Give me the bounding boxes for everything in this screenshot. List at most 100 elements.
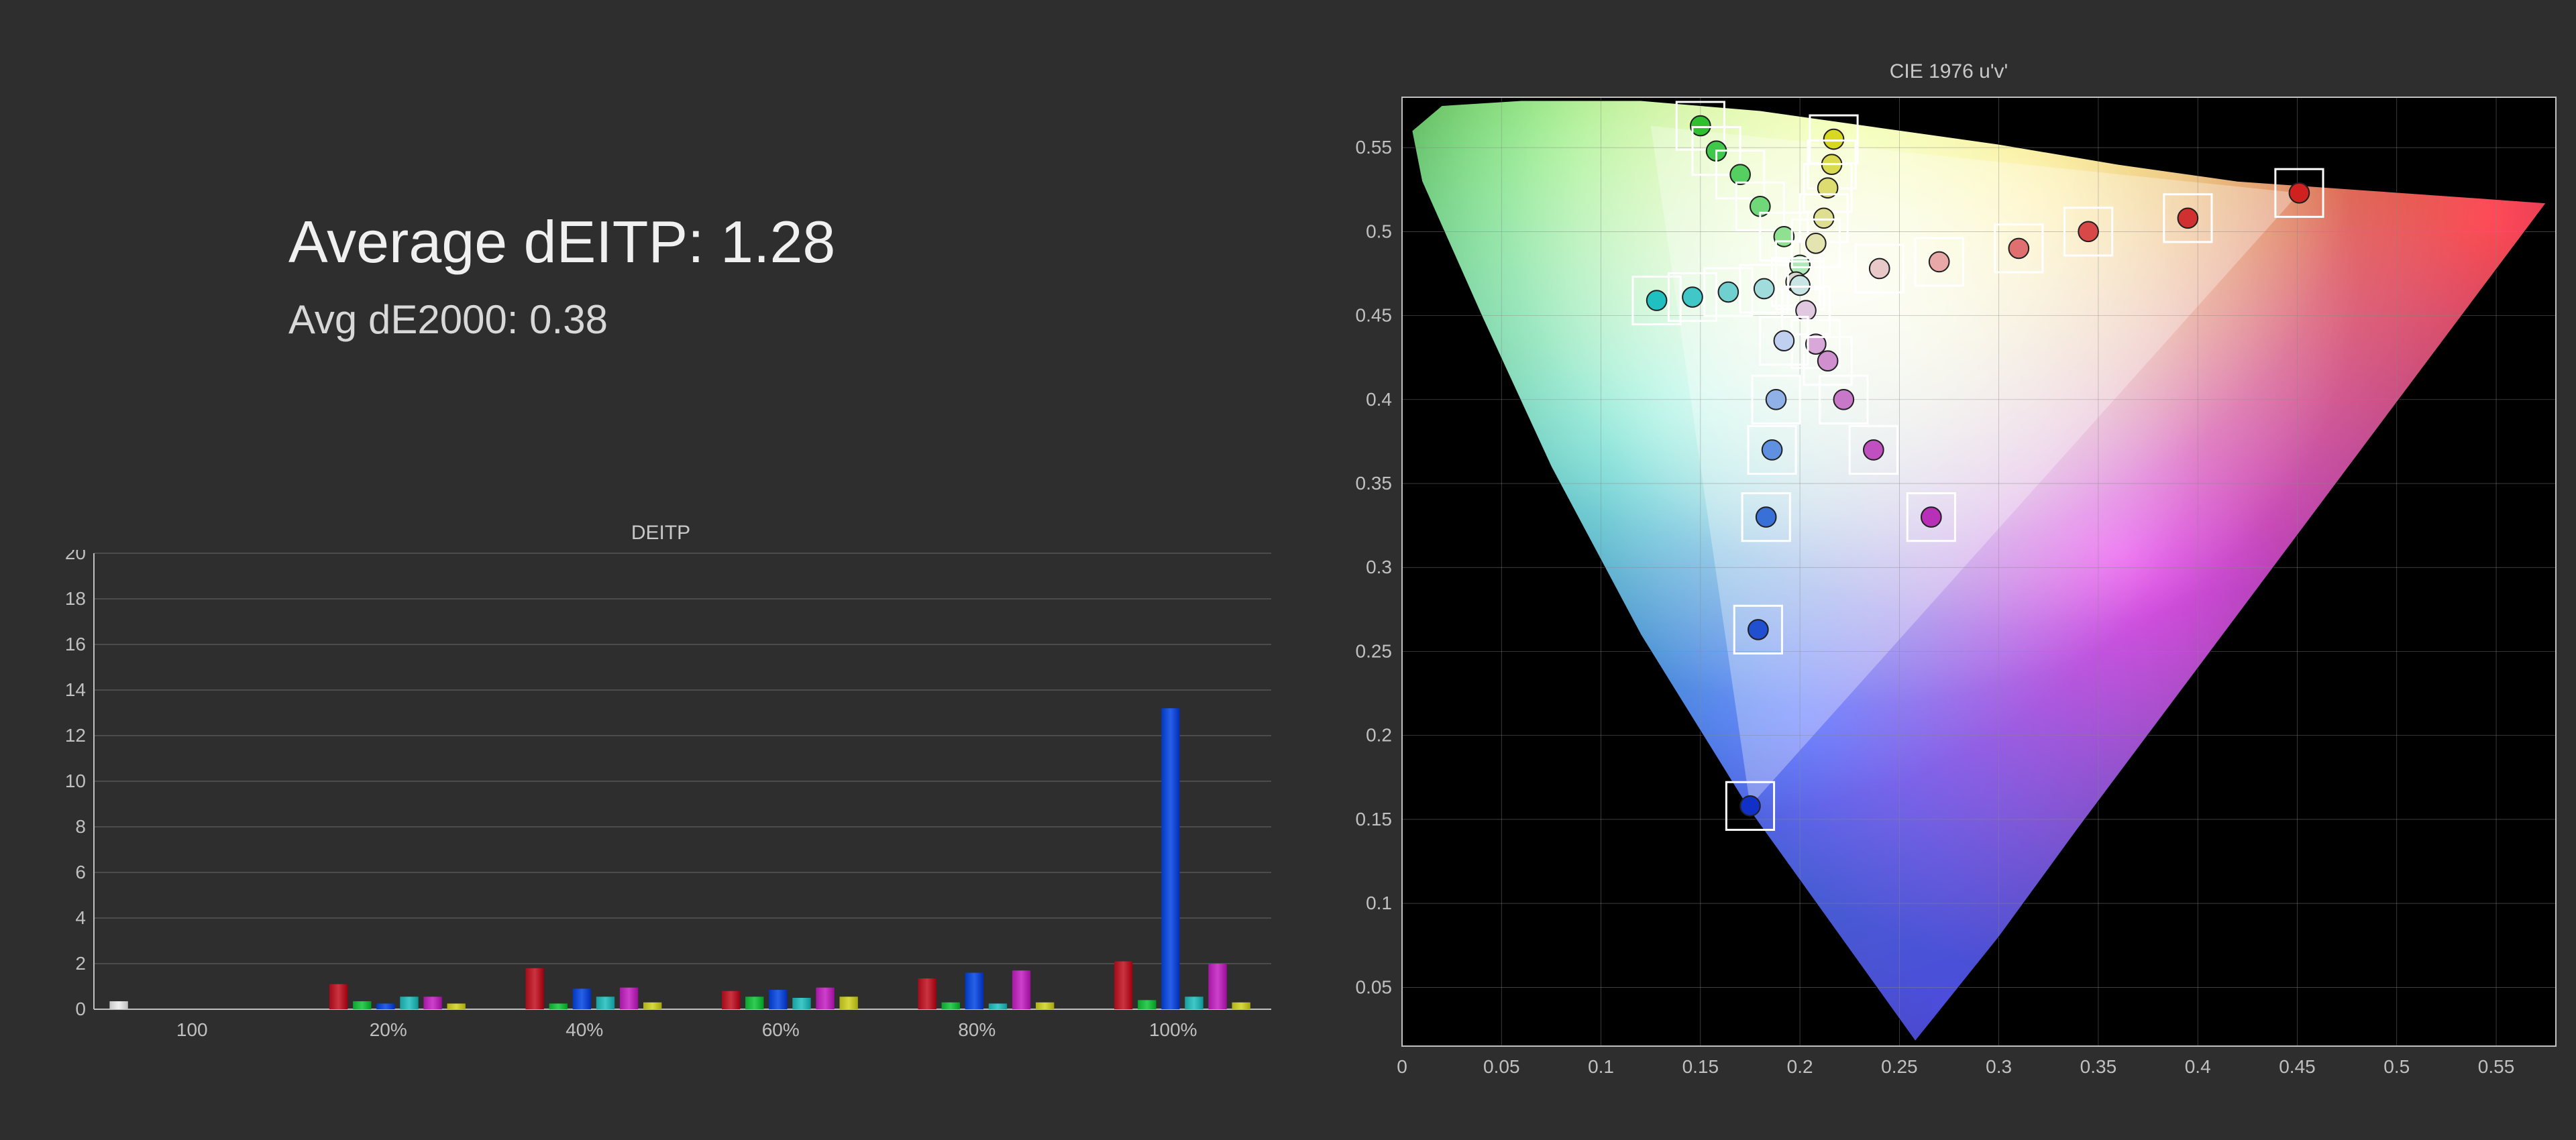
measured-point [2008,239,2029,259]
stats-block: Average dEITP: 1.28 Avg dE2000: 0.38 [288,208,835,343]
svg-text:4: 4 [75,907,86,928]
svg-text:40%: 40% [566,1019,603,1040]
svg-text:12: 12 [65,725,86,746]
bar [769,990,787,1009]
svg-text:0.25: 0.25 [1881,1056,1918,1077]
measured-point [1870,259,1890,279]
root: Average dEITP: 1.28 Avg dE2000: 0.38 DEI… [0,0,2576,1140]
bar [918,978,936,1009]
avg-de2000: Avg dE2000: 0.38 [288,296,835,343]
svg-text:0.35: 0.35 [1356,473,1393,494]
measured-point [1756,507,1776,527]
bar [745,996,763,1009]
measured-point [1719,282,1739,302]
barchart-title: DEITP [47,522,1275,545]
bar [643,1003,661,1009]
bar [1208,964,1226,1009]
svg-text:0.4: 0.4 [1366,389,1392,410]
bar [1114,962,1132,1009]
measured-point [1774,331,1794,351]
bar [816,988,834,1009]
bar [109,1001,127,1009]
svg-text:0.15: 0.15 [1356,809,1393,830]
svg-text:0.1: 0.1 [1588,1056,1614,1077]
cie-diagram: 0 0.05 0.1 0.15 0.2 0.25 0.3 0.35 0.4 0.45 0.5 0.55… [1335,91,2563,1083]
bar [840,996,858,1009]
svg-text:0.2: 0.2 [1366,725,1392,746]
svg-text:0.25: 0.25 [1356,640,1393,661]
svg-text:20: 20 [65,550,86,563]
svg-text:60%: 60% [762,1019,800,1040]
svg-text:0.05: 0.05 [1483,1056,1520,1077]
measured-point [1806,233,1826,253]
measured-point [1864,440,1884,460]
svg-text:0.3: 0.3 [1366,557,1392,577]
svg-text:0.45: 0.45 [2279,1056,2316,1077]
bar [942,1003,960,1009]
svg-text:0.55: 0.55 [1356,137,1393,158]
deitp-barchart: 0 2 4 6 8 10 12 14 16 18 20 100 20% 40% 60% 80% 100% [47,550,1275,1046]
measured-point [1748,620,1768,640]
measured-point [1834,390,1854,410]
bar [549,1004,568,1010]
measured-point [1740,796,1760,816]
bar [1138,1000,1156,1009]
bar [620,988,638,1009]
bar [965,973,983,1009]
svg-text:0: 0 [75,999,86,1019]
svg-text:100: 100 [176,1019,208,1040]
svg-text:0.15: 0.15 [1682,1056,1719,1077]
measured-point [1818,351,1838,371]
bar [1036,1003,1054,1009]
bar [400,996,418,1009]
measured-point [1814,208,1834,228]
bar [722,991,740,1009]
bar [596,996,614,1009]
bar [1012,970,1030,1009]
measured-point [1762,440,1782,460]
bar [376,1004,394,1010]
measured-point [2178,208,2198,228]
bar [329,984,347,1009]
measured-point [1766,390,1786,410]
svg-text:0.4: 0.4 [2185,1056,2211,1077]
svg-text:0.5: 0.5 [1366,221,1392,241]
measured-point [1754,279,1774,299]
svg-text:14: 14 [65,679,86,700]
bar [573,988,591,1009]
measured-point [1682,287,1703,307]
svg-text:0.05: 0.05 [1356,976,1393,997]
svg-text:6: 6 [75,862,86,882]
bar [526,968,544,1009]
measured-point [2290,183,2310,203]
bar [1232,1003,1250,1009]
svg-text:0.5: 0.5 [2383,1056,2410,1077]
svg-text:2: 2 [75,953,86,974]
bar [447,1004,466,1010]
bar [1185,996,1203,1009]
bar [989,1004,1007,1010]
bar [423,996,441,1009]
svg-text:18: 18 [65,588,86,609]
svg-text:0: 0 [1397,1056,1407,1077]
cie-title: CIE 1976 u'v' [1335,60,2563,83]
bar [353,1001,371,1009]
measured-point [1824,129,1844,150]
svg-text:0.1: 0.1 [1366,893,1392,913]
svg-text:8: 8 [75,816,86,837]
svg-text:80%: 80% [958,1019,996,1040]
svg-text:16: 16 [65,634,86,654]
measured-point [1921,507,1941,527]
svg-text:100%: 100% [1149,1019,1197,1040]
measured-point [1730,164,1750,184]
bar [1161,708,1179,1009]
svg-text:0.3: 0.3 [1986,1056,2012,1077]
bar [792,998,810,1009]
svg-text:0.45: 0.45 [1356,305,1393,326]
measured-point [1929,252,1949,272]
measured-point [1790,276,1810,296]
measured-point [2078,222,2098,242]
svg-text:20%: 20% [370,1019,407,1040]
measured-point [1647,290,1667,310]
svg-text:10: 10 [65,771,86,791]
